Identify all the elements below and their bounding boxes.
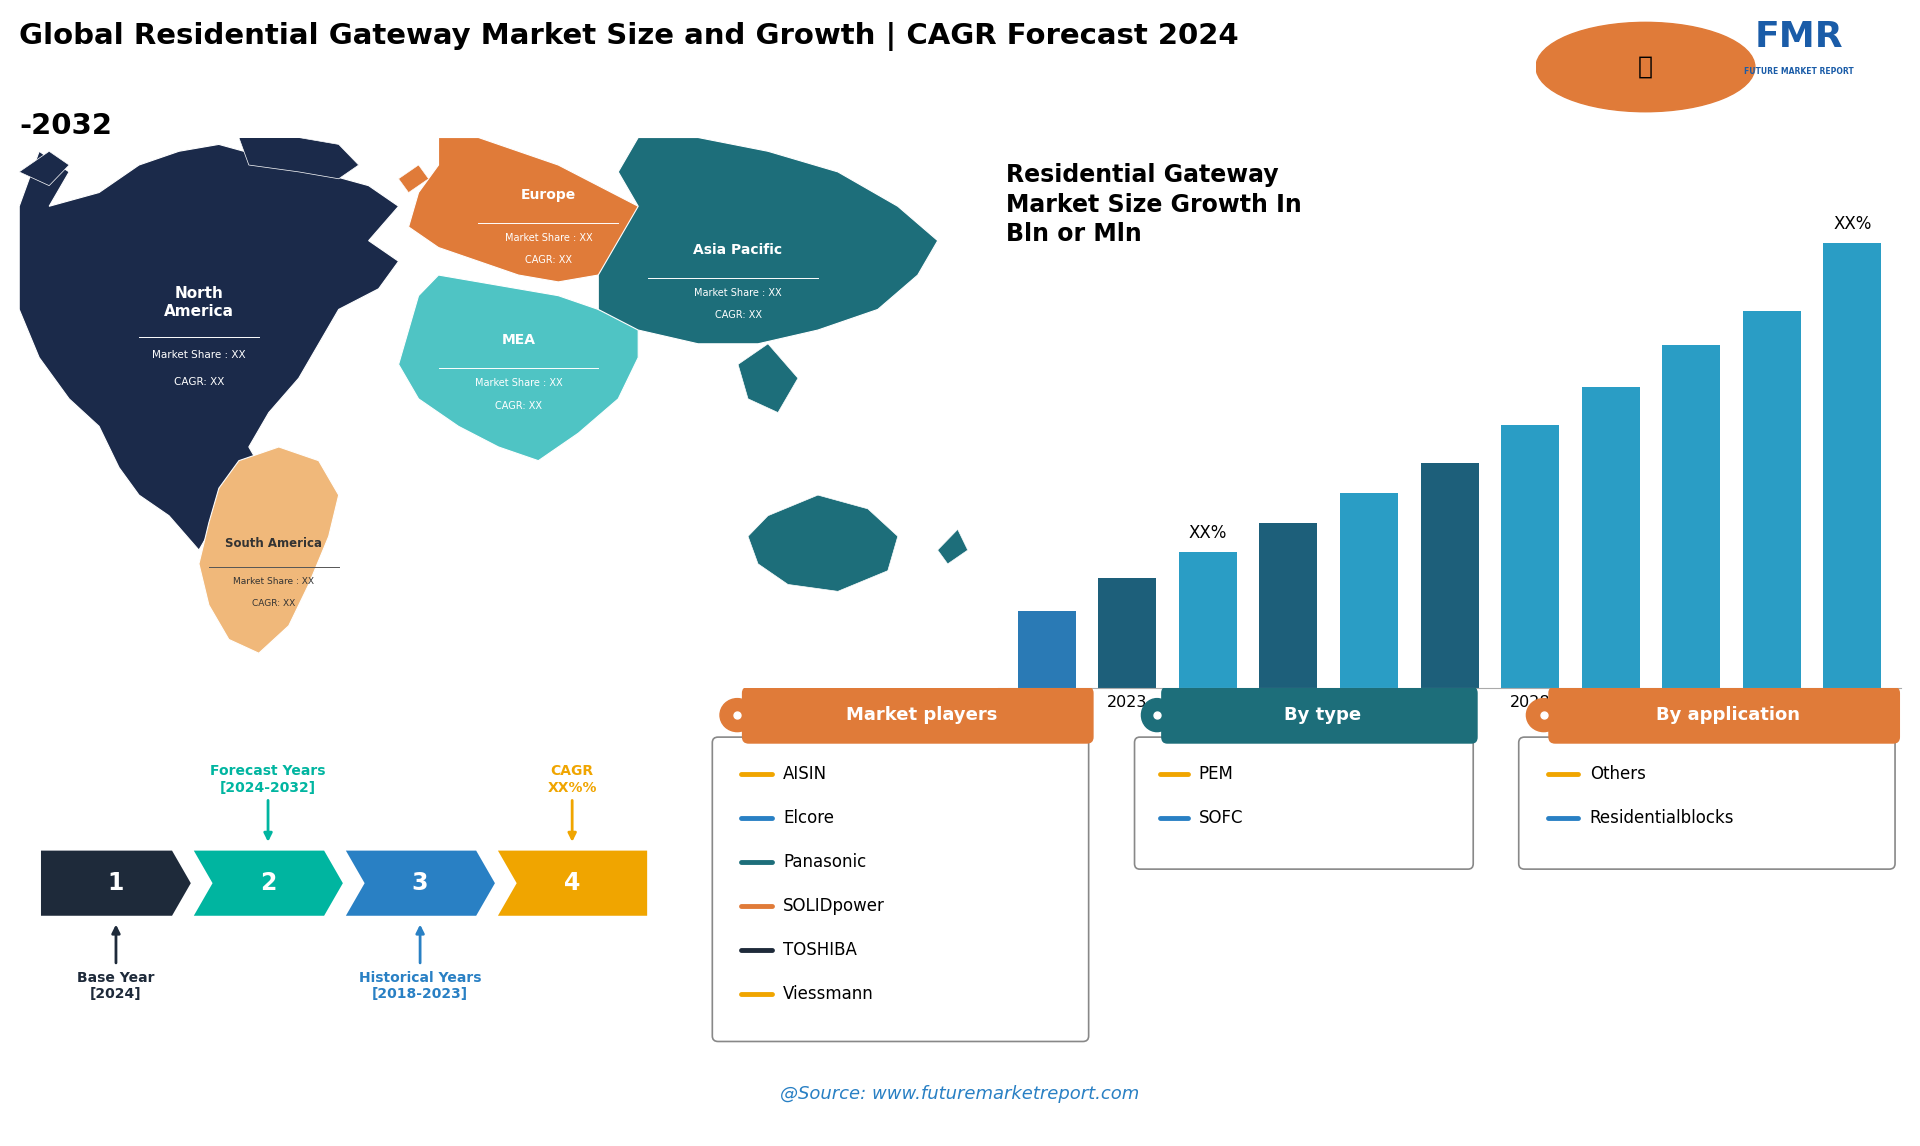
Text: North
America: North America <box>163 286 234 319</box>
Text: XX%: XX% <box>1188 524 1227 542</box>
Bar <box>1743 311 1801 688</box>
Text: By type: By type <box>1284 706 1361 724</box>
Text: CAGR
XX%%: CAGR XX%% <box>547 764 597 794</box>
Polygon shape <box>737 344 799 413</box>
Polygon shape <box>19 144 399 550</box>
Text: CAGR: XX: CAGR: XX <box>524 254 572 265</box>
Text: 3: 3 <box>413 871 428 895</box>
Text: Others: Others <box>1590 764 1645 783</box>
Polygon shape <box>40 849 192 917</box>
Text: South America: South America <box>225 536 323 550</box>
Text: Residential Gateway
Market Size Growth In
Bln or Mln: Residential Gateway Market Size Growth I… <box>1006 163 1302 246</box>
Text: 1: 1 <box>108 871 125 895</box>
Text: MEA: MEA <box>501 332 536 347</box>
Bar <box>1260 523 1317 688</box>
Polygon shape <box>344 849 495 917</box>
Text: Market Share : XX: Market Share : XX <box>474 378 563 388</box>
Text: Market Share : XX: Market Share : XX <box>234 578 315 587</box>
Circle shape <box>1140 699 1173 731</box>
Text: Europe: Europe <box>520 188 576 203</box>
FancyBboxPatch shape <box>1135 737 1473 869</box>
Text: FMR: FMR <box>1755 21 1843 54</box>
Text: Global Residential Gateway Market Size and Growth | CAGR Forecast 2024: Global Residential Gateway Market Size a… <box>19 22 1238 52</box>
Circle shape <box>1536 22 1755 111</box>
Text: CAGR: XX: CAGR: XX <box>173 377 225 387</box>
Text: Market Share : XX: Market Share : XX <box>505 233 591 243</box>
Text: Market Share : XX: Market Share : XX <box>695 288 781 298</box>
Text: Forecast Years
[2024-2032]: Forecast Years [2024-2032] <box>211 764 326 794</box>
Bar <box>1018 612 1075 688</box>
Text: FUTURE MARKET REPORT: FUTURE MARKET REPORT <box>1743 66 1853 76</box>
Text: CAGR: XX: CAGR: XX <box>714 309 762 320</box>
Text: Market players: Market players <box>847 706 996 724</box>
Bar <box>1663 345 1720 688</box>
Text: TOSHIBA: TOSHIBA <box>783 941 856 959</box>
Text: 4: 4 <box>564 871 580 895</box>
Bar <box>1179 552 1236 688</box>
Polygon shape <box>399 275 637 461</box>
FancyBboxPatch shape <box>1519 737 1895 869</box>
Text: By application: By application <box>1655 706 1801 724</box>
Text: AISIN: AISIN <box>783 764 828 783</box>
Text: XX%: XX% <box>1834 214 1872 233</box>
Polygon shape <box>399 165 428 193</box>
FancyBboxPatch shape <box>741 686 1094 744</box>
FancyBboxPatch shape <box>1162 686 1478 744</box>
Text: PEM: PEM <box>1198 764 1233 783</box>
Polygon shape <box>495 849 649 917</box>
Polygon shape <box>192 849 344 917</box>
Polygon shape <box>409 138 659 282</box>
Text: Base Year
[2024]: Base Year [2024] <box>77 971 156 1000</box>
Bar <box>1582 387 1640 688</box>
Bar <box>1421 463 1478 688</box>
FancyBboxPatch shape <box>712 737 1089 1042</box>
Polygon shape <box>19 151 69 186</box>
Text: 2: 2 <box>259 871 276 895</box>
Bar <box>1098 578 1156 688</box>
Polygon shape <box>599 138 937 344</box>
Text: SOLIDpower: SOLIDpower <box>783 897 885 915</box>
Text: CAGR: XX: CAGR: XX <box>495 401 541 411</box>
Bar <box>1501 425 1559 688</box>
Polygon shape <box>238 138 359 179</box>
Bar <box>1340 493 1398 688</box>
Text: @Source: www.futuremarketreport.com: @Source: www.futuremarketreport.com <box>780 1085 1140 1104</box>
Text: Residentialblocks: Residentialblocks <box>1590 809 1734 826</box>
Polygon shape <box>937 529 968 564</box>
Text: SOFC: SOFC <box>1198 809 1242 826</box>
Polygon shape <box>200 447 338 653</box>
Text: CAGR: XX: CAGR: XX <box>252 599 296 609</box>
Text: Market Share : XX: Market Share : XX <box>152 350 246 360</box>
Circle shape <box>720 699 755 731</box>
Circle shape <box>1526 699 1561 731</box>
Bar <box>1824 243 1882 688</box>
Text: 🔭: 🔭 <box>1638 55 1653 79</box>
Text: Viessmann: Viessmann <box>783 984 874 1003</box>
Text: Asia Pacific: Asia Pacific <box>693 243 783 258</box>
Text: Historical Years
[2018-2023]: Historical Years [2018-2023] <box>359 971 482 1000</box>
Text: Elcore: Elcore <box>783 809 835 826</box>
Text: -2032: -2032 <box>19 112 111 140</box>
Text: Panasonic: Panasonic <box>783 853 866 871</box>
FancyBboxPatch shape <box>1548 686 1901 744</box>
Polygon shape <box>749 495 899 591</box>
